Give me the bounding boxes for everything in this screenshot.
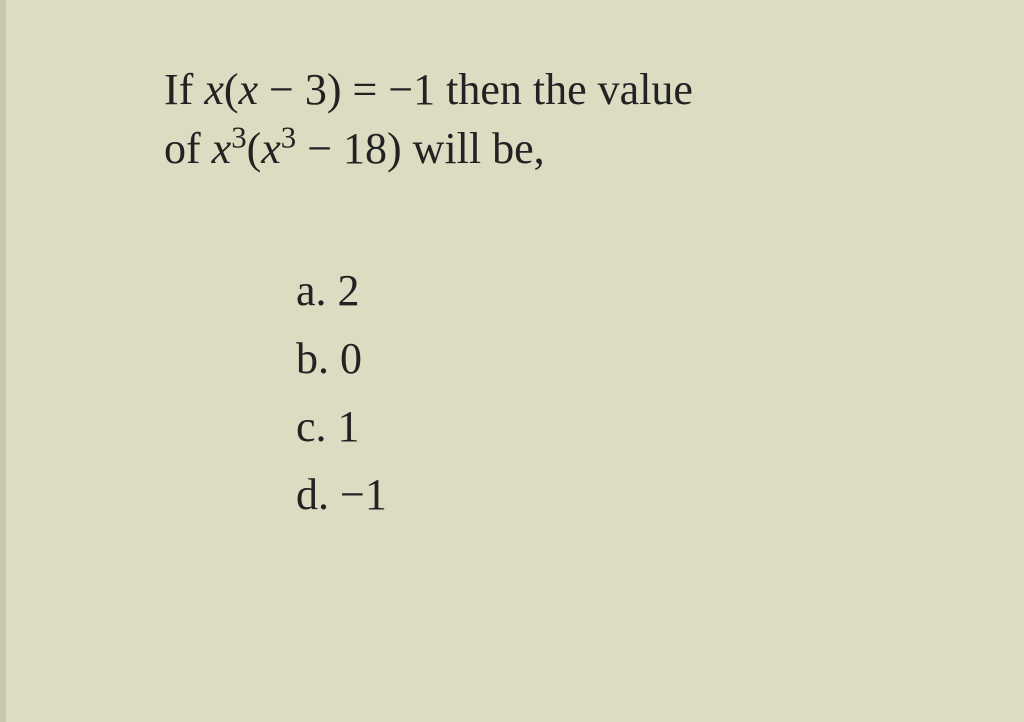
question-var-x2: x [239, 65, 259, 114]
option-a: a. 2 [296, 257, 884, 325]
option-d-label: d. [296, 470, 329, 519]
option-c: c. 1 [296, 393, 884, 461]
option-d: d. −1 [296, 461, 884, 529]
question-line-1: If x(x − 3) = −1 then the value [164, 60, 884, 119]
question-minus-3: − 3 [258, 65, 327, 114]
option-c-label: c. [296, 402, 327, 451]
question-line2-sup2: 3 [281, 121, 296, 155]
option-c-value: 1 [338, 402, 360, 451]
option-b: b. 0 [296, 325, 884, 393]
question-line2-var-x1: x [212, 124, 232, 173]
question-line2-prefix: of [164, 124, 212, 173]
question-prefix: If [164, 65, 204, 114]
option-a-label: a. [296, 266, 327, 315]
question-line-2: of x3(x3 − 18) will be, [164, 119, 884, 178]
question-line2-minus: − 18 [296, 124, 387, 173]
question-equals: = −1 [342, 65, 436, 114]
option-a-value: 2 [338, 266, 360, 315]
question-line2-var-x2: x [261, 124, 281, 173]
option-d-value: −1 [340, 470, 387, 519]
question-line2-suffix: will be, [402, 124, 545, 173]
question-paren-open-1: ( [224, 65, 239, 114]
question-line2-sup1: 3 [231, 121, 246, 155]
question-paren-close-1: ) [327, 65, 342, 114]
question-suffix-1: then the value [435, 65, 693, 114]
question-line2-paren-close: ) [387, 124, 402, 173]
options-list: a. 2 b. 0 c. 1 d. −1 [296, 257, 884, 530]
option-b-value: 0 [340, 334, 362, 383]
question-line2-paren-open: ( [247, 124, 262, 173]
question-container: If x(x − 3) = −1 then the value of x3(x3… [164, 60, 884, 530]
option-b-label: b. [296, 334, 329, 383]
question-var-x1: x [204, 65, 224, 114]
